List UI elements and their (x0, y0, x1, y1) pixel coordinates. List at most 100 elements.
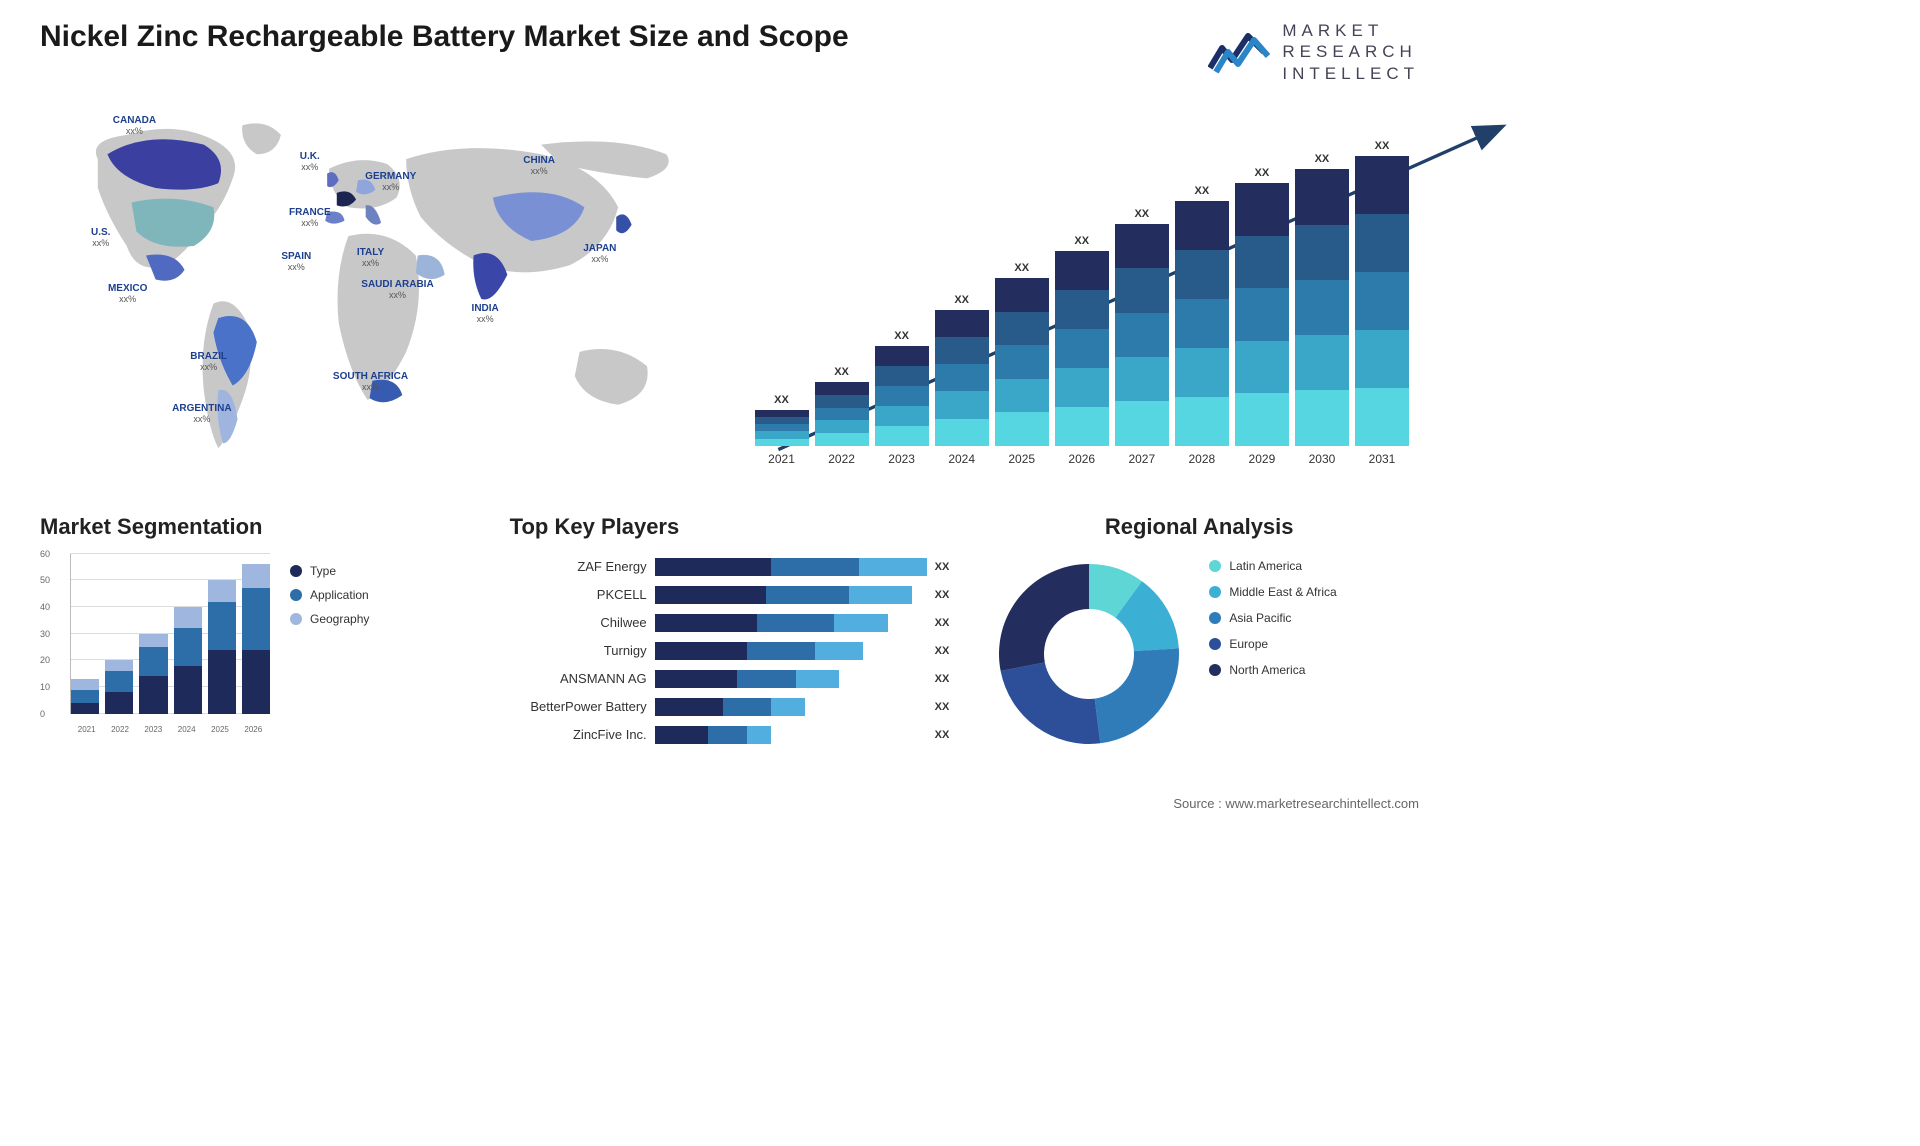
growth-value-label: XX (954, 294, 969, 306)
map-label-india: INDIAxx% (472, 303, 499, 325)
kp-row: TurnigyXX (510, 638, 950, 664)
kp-value-label: XX (935, 589, 950, 601)
donut-slice-north-america (999, 564, 1089, 671)
map-label-france: FRANCExx% (289, 207, 331, 229)
brand-logo: MARKET RESEARCH INTELLECT (1208, 20, 1419, 84)
world-map: CANADAxx% U.S.xx% MEXICOxx% BRAZILxx% ARGENT… (40, 94, 715, 494)
map-label-brazil: BRAZILxx% (190, 351, 227, 373)
growth-value-label: XX (1134, 208, 1149, 220)
donut-legend-item: Middle East & Africa (1209, 585, 1336, 599)
kp-value-label: XX (935, 673, 950, 685)
growth-value-label: XX (834, 366, 849, 378)
seg-x-label: 2023 (137, 725, 170, 734)
kp-value-label: XX (935, 701, 950, 713)
map-label-canada: CANADAxx% (113, 115, 156, 137)
kp-value-label: XX (935, 729, 950, 741)
map-label-u-k-: U.K.xx% (300, 151, 320, 173)
regional-title: Regional Analysis (979, 514, 1419, 540)
segmentation-panel: Market Segmentation 20212022202320242025… (40, 514, 480, 754)
growth-bar-2028: XX2028 (1175, 185, 1229, 466)
growth-value-label: XX (894, 330, 909, 342)
growth-bar-2029: XX2029 (1235, 167, 1289, 466)
growth-bar-2021: XX2021 (755, 394, 809, 466)
seg-bar-2026 (242, 564, 270, 713)
growth-bar-2027: XX 2027 (1115, 208, 1169, 466)
growth-x-label: 2027 (1128, 452, 1155, 466)
growth-value-label: XX (1375, 140, 1390, 152)
kp-row: ZAF EnergyXX (510, 554, 950, 580)
key-players-chart: ZAF EnergyXXPKCELLXXChilweeXXTurnigyXXAN… (510, 554, 950, 750)
growth-bar-2024: XX 2024 (935, 294, 989, 466)
kp-row: ANSMANN AG XX (510, 666, 950, 692)
key-players-panel: Top Key Players ZAF EnergyXXPKCELLXXChil… (510, 514, 950, 754)
seg-y-tick: 0 (40, 709, 45, 719)
kp-name: ANSMANN AG (510, 671, 655, 686)
kp-bar (655, 670, 927, 688)
growth-x-label: 2022 (828, 452, 855, 466)
kp-row: ChilweeXX (510, 610, 950, 636)
growth-x-label: 2024 (948, 452, 975, 466)
map-label-china: CHINAxx% (523, 155, 555, 177)
donut-slice-asia-pacific (1095, 648, 1179, 743)
kp-value-label: XX (935, 561, 950, 573)
growth-value-label: XX (1195, 185, 1210, 197)
key-players-title: Top Key Players (510, 514, 950, 540)
map-country-mexico (146, 254, 185, 280)
kp-name: BetterPower Battery (510, 699, 655, 714)
kp-bar (655, 698, 927, 716)
map-country-japan (616, 214, 631, 233)
growth-x-label: 2025 (1008, 452, 1035, 466)
growth-value-label: XX (1074, 235, 1089, 247)
seg-bar-2024 (174, 607, 202, 714)
kp-bar (655, 642, 927, 660)
segmentation-chart: 202120222023202420252026 0102030405060 (40, 554, 270, 734)
source-footer: Source : www.marketresearchintellect.com (1173, 796, 1419, 811)
growth-x-label: 2026 (1068, 452, 1095, 466)
seg-bar-2023 (139, 634, 167, 714)
kp-name: ZincFive Inc. (510, 727, 655, 742)
logo-line2: RESEARCH (1282, 41, 1419, 62)
seg-y-tick: 20 (40, 655, 50, 665)
donut-legend-item: Europe (1209, 637, 1336, 651)
growth-chart: XX2021XX2022XX2023XX2024XX2025XX2026XX20… (745, 94, 1420, 494)
page-title: Nickel Zinc Rechargeable Battery Market … (40, 20, 849, 54)
seg-legend-item: Geography (290, 612, 369, 626)
growth-bar-2030: XX 2030 (1295, 153, 1349, 465)
growth-value-label: XX (1255, 167, 1270, 179)
segmentation-legend: TypeApplicationGeography (290, 564, 369, 636)
map-label-u-s-: U.S.xx% (91, 227, 110, 249)
map-label-saudi-arabia: SAUDI ARABIAxx% (361, 279, 433, 301)
growth-value-label: XX (1315, 153, 1330, 165)
growth-x-label: 2031 (1369, 452, 1396, 466)
seg-legend-item: Application (290, 588, 369, 602)
map-label-mexico: MEXICOxx% (108, 283, 147, 305)
seg-y-tick: 30 (40, 629, 50, 639)
map-label-italy: ITALYxx% (357, 247, 384, 269)
kp-name: Chilwee (510, 615, 655, 630)
growth-x-label: 2023 (888, 452, 915, 466)
seg-y-tick: 60 (40, 549, 50, 559)
kp-bar (655, 614, 927, 632)
kp-row: BetterPower Battery XX (510, 694, 950, 720)
kp-row: ZincFive Inc. XX (510, 722, 950, 748)
segmentation-title: Market Segmentation (40, 514, 480, 540)
kp-row: PKCELLXX (510, 582, 950, 608)
seg-bar-2022 (105, 660, 133, 713)
map-label-japan: JAPANxx% (583, 243, 616, 265)
growth-value-label: XX (1014, 262, 1029, 274)
growth-x-label: 2030 (1309, 452, 1336, 466)
seg-x-label: 2022 (103, 725, 136, 734)
growth-bar-2022: XX 2022 (815, 366, 869, 465)
donut-legend-item: North America (1209, 663, 1336, 677)
seg-x-label: 2024 (170, 725, 203, 734)
regional-donut (989, 554, 1189, 759)
growth-bar-2023: XX 2023 (875, 330, 929, 466)
seg-bar-2025 (208, 580, 236, 713)
donut-slice-europe (1001, 662, 1101, 744)
seg-y-tick: 50 (40, 575, 50, 585)
seg-bar-2021 (71, 679, 99, 714)
map-label-germany: GERMANYxx% (365, 171, 416, 193)
map-label-argentina: ARGENTINAxx% (172, 403, 231, 425)
kp-value-label: XX (935, 645, 950, 657)
growth-bar-2031: XX 2031 (1355, 140, 1409, 466)
